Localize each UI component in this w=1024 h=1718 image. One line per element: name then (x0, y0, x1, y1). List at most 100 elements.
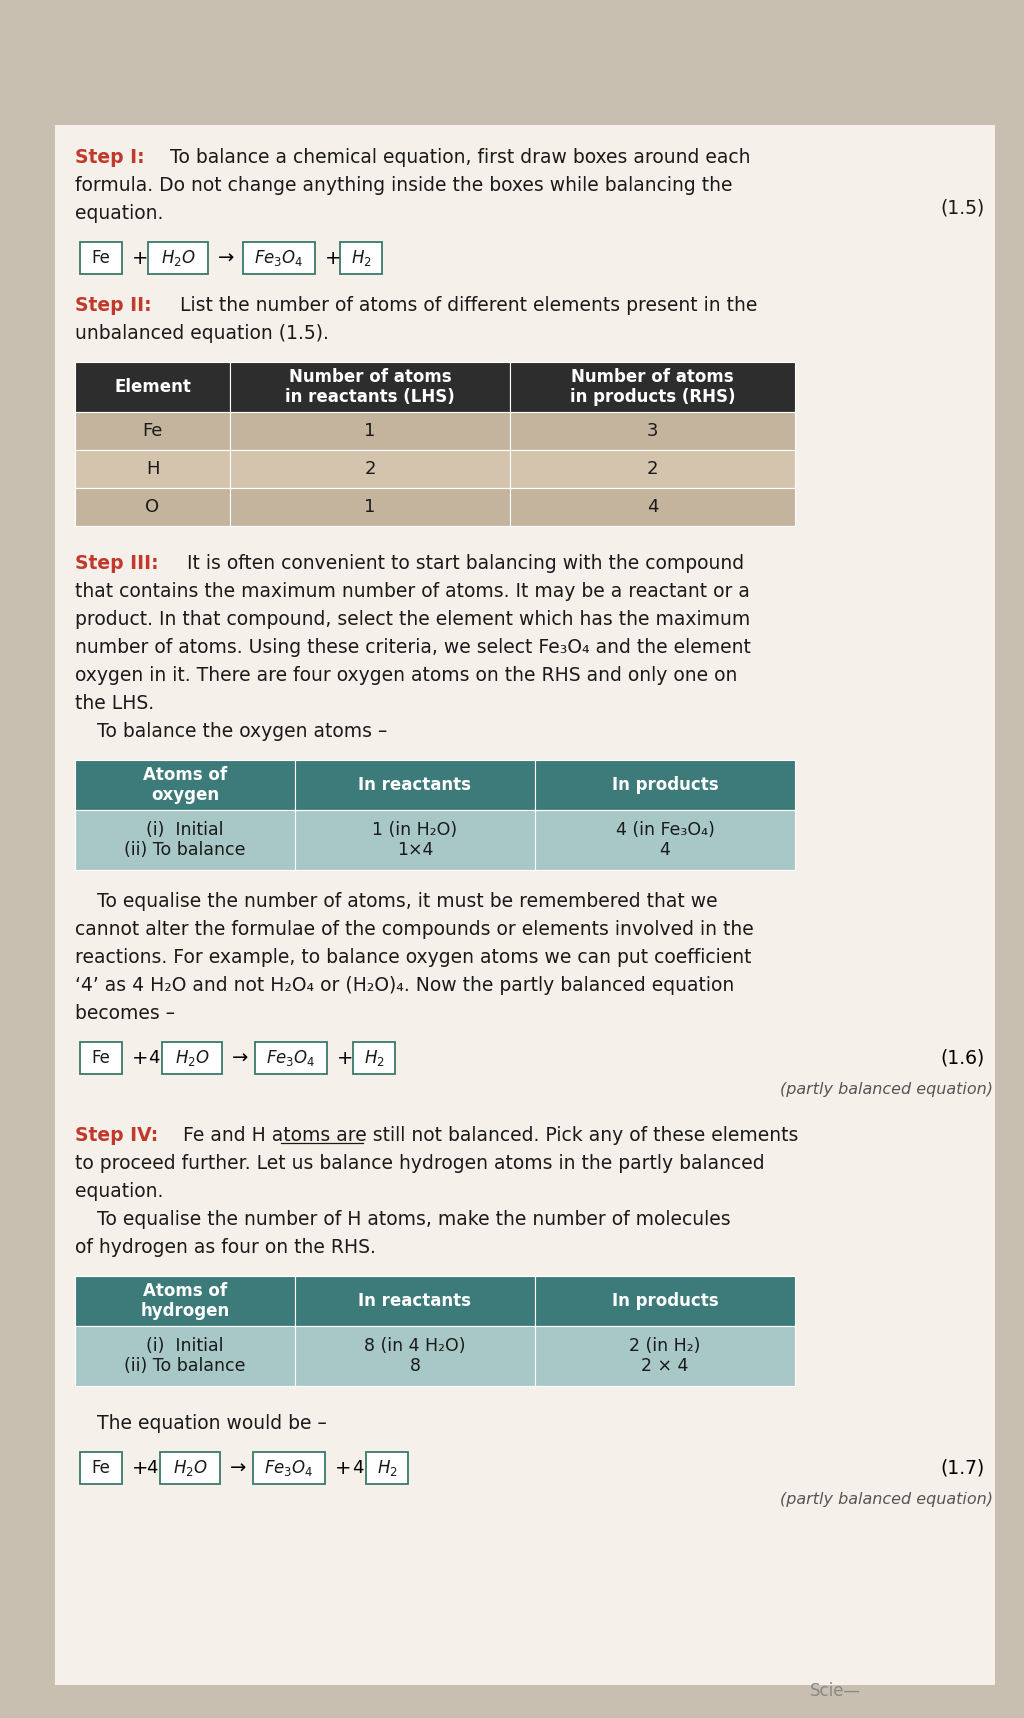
Text: To balance a chemical equation, first draw boxes around each: To balance a chemical equation, first dr… (170, 148, 751, 167)
Bar (162, 1043, 222, 1074)
Text: Step I:: Step I: (75, 148, 144, 167)
Text: 1: 1 (365, 423, 376, 440)
Text: 4: 4 (647, 498, 658, 515)
Text: +: + (132, 1048, 148, 1067)
Text: 2 (in H₂)
2 × 4: 2 (in H₂) 2 × 4 (630, 1337, 700, 1376)
Text: 3: 3 (647, 423, 658, 440)
Bar (75, 809, 295, 869)
Bar (535, 809, 795, 869)
Bar (295, 759, 535, 809)
Text: Atoms of
hydrogen: Atoms of hydrogen (140, 1282, 229, 1321)
Text: Number of atoms
in reactants (LHS): Number of atoms in reactants (LHS) (285, 368, 455, 407)
Text: →: → (232, 1048, 249, 1067)
Text: 1: 1 (365, 498, 376, 515)
Bar (230, 450, 510, 488)
Text: (1.5): (1.5) (940, 199, 984, 218)
Text: equation.: equation. (75, 1182, 164, 1201)
Text: +: + (132, 249, 148, 268)
Text: The equation would be –: The equation would be – (97, 1414, 327, 1433)
Bar (366, 1452, 408, 1484)
Bar (75, 488, 230, 526)
Text: 2: 2 (365, 460, 376, 478)
Bar (75, 362, 230, 412)
Text: Step IV:: Step IV: (75, 1125, 159, 1144)
Text: Step III:: Step III: (75, 553, 159, 574)
Bar (510, 450, 795, 488)
Bar (295, 1326, 535, 1386)
Bar (75, 412, 230, 450)
Text: (i)  Initial
(ii) To balance: (i) Initial (ii) To balance (124, 821, 246, 859)
Text: Step II:: Step II: (75, 295, 152, 314)
Bar (243, 242, 315, 273)
Text: $Fe_3O_4$: $Fe_3O_4$ (266, 1048, 315, 1069)
Bar (75, 759, 295, 809)
Bar (80, 1452, 122, 1484)
Text: 4: 4 (146, 1459, 158, 1477)
Text: of hydrogen as four on the RHS.: of hydrogen as four on the RHS. (75, 1239, 376, 1258)
Bar (80, 1043, 122, 1074)
Text: O: O (145, 498, 160, 515)
Text: number of atoms. Using these criteria, we select Fe₃O₄ and the element: number of atoms. Using these criteria, w… (75, 637, 751, 656)
Text: Fe: Fe (142, 423, 163, 440)
Bar (510, 412, 795, 450)
Text: To equalise the number of H atoms, make the number of molecules: To equalise the number of H atoms, make … (97, 1209, 731, 1228)
Text: Number of atoms
in products (RHS): Number of atoms in products (RHS) (569, 368, 735, 407)
Text: $H_2O$: $H_2O$ (174, 1048, 210, 1069)
Bar (75, 1326, 295, 1386)
Text: to proceed further. Let us balance hydrogen atoms in the partly balanced: to proceed further. Let us balance hydro… (75, 1154, 765, 1173)
Text: becomes –: becomes – (75, 1003, 175, 1022)
Text: (1.6): (1.6) (940, 1048, 984, 1067)
Text: $H_2O$: $H_2O$ (173, 1459, 208, 1477)
Text: In reactants: In reactants (358, 1292, 471, 1311)
Text: +: + (325, 249, 341, 268)
Bar (230, 488, 510, 526)
Bar (230, 362, 510, 412)
Text: Fe and H atoms are still not balanced. Pick any of these elements: Fe and H atoms are still not balanced. P… (183, 1125, 799, 1144)
Bar (510, 488, 795, 526)
Text: 2: 2 (647, 460, 658, 478)
Bar (340, 242, 382, 273)
Text: Fe: Fe (91, 1459, 111, 1477)
Bar (295, 1276, 535, 1326)
Text: reactions. For example, to balance oxygen atoms we can put coefficient: reactions. For example, to balance oxyge… (75, 948, 752, 967)
Text: (partly balanced equation): (partly balanced equation) (780, 1082, 993, 1098)
Text: In products: In products (611, 1292, 718, 1311)
Bar (535, 1326, 795, 1386)
Text: To balance the oxygen atoms –: To balance the oxygen atoms – (97, 722, 387, 740)
Text: $H_2$: $H_2$ (377, 1459, 397, 1477)
Text: Fe: Fe (91, 249, 111, 266)
Text: 1 (in H₂O)
1×4: 1 (in H₂O) 1×4 (373, 821, 458, 859)
Text: cannot alter the formulae of the compounds or elements involved in the: cannot alter the formulae of the compoun… (75, 921, 754, 940)
Bar (295, 809, 535, 869)
Bar (75, 1276, 295, 1326)
Text: →: → (218, 249, 234, 268)
Text: 4 (in Fe₃O₄)
4: 4 (in Fe₃O₄) 4 (615, 821, 715, 859)
Text: $Fe_3O_4$: $Fe_3O_4$ (254, 247, 304, 268)
Text: In products: In products (611, 777, 718, 794)
Text: Scie—: Scie— (810, 1682, 861, 1701)
Bar (80, 242, 122, 273)
Text: $Fe_3O_4$: $Fe_3O_4$ (264, 1459, 313, 1477)
Text: +: + (337, 1048, 353, 1067)
Text: +: + (132, 1459, 148, 1477)
Text: 4: 4 (148, 1050, 160, 1067)
Text: oxygen in it. There are four oxygen atoms on the RHS and only one on: oxygen in it. There are four oxygen atom… (75, 667, 737, 685)
Text: ‘4’ as 4 H₂O and not H₂O₄ or (H₂O)₄. Now the partly balanced equation: ‘4’ as 4 H₂O and not H₂O₄ or (H₂O)₄. Now… (75, 976, 734, 995)
Text: unbalanced equation (1.5).: unbalanced equation (1.5). (75, 325, 329, 344)
Text: 4: 4 (352, 1459, 364, 1477)
Bar (253, 1452, 325, 1484)
Bar (230, 412, 510, 450)
Bar (535, 759, 795, 809)
Text: 8 (in 4 H₂O)
8: 8 (in 4 H₂O) 8 (365, 1337, 466, 1376)
Text: $H_2$: $H_2$ (364, 1048, 384, 1069)
Text: Element: Element (114, 378, 190, 397)
Bar (510, 362, 795, 412)
Text: $H_2O$: $H_2O$ (161, 247, 196, 268)
Text: +: + (335, 1459, 351, 1477)
Text: equation.: equation. (75, 204, 164, 223)
Text: It is often convenient to start balancing with the compound: It is often convenient to start balancin… (187, 553, 744, 574)
Text: $H_2$: $H_2$ (350, 247, 372, 268)
Text: product. In that compound, select the element which has the maximum: product. In that compound, select the el… (75, 610, 751, 629)
Text: →: → (230, 1459, 247, 1477)
Text: (i)  Initial
(ii) To balance: (i) Initial (ii) To balance (124, 1337, 246, 1376)
